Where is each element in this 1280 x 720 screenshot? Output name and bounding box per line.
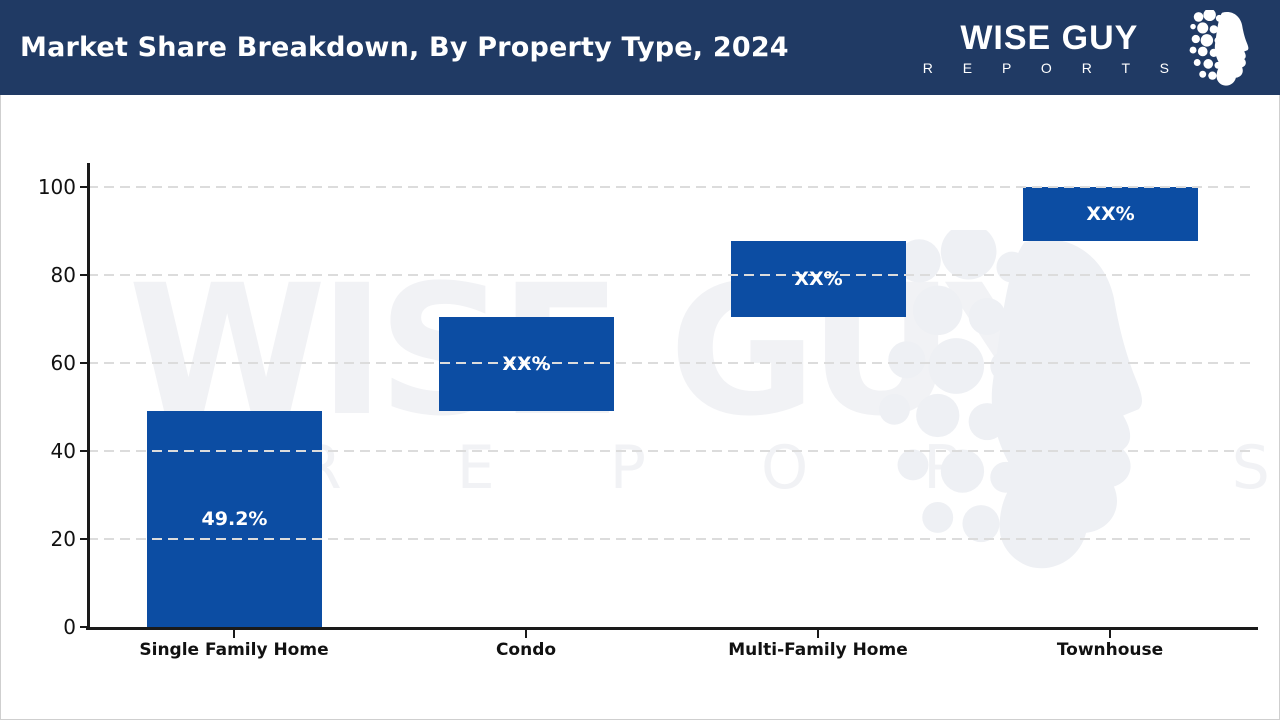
x-category-label: Condo — [495, 640, 557, 660]
gridline-60 — [88, 362, 1256, 364]
bar-value-label: XX% — [502, 353, 551, 375]
y-tick-40 — [80, 450, 88, 452]
y-tick-label: 40 — [50, 439, 76, 463]
y-tick-label: 60 — [50, 351, 76, 375]
logo-name: WISE GUY — [960, 18, 1139, 57]
gridline-20 — [88, 538, 1256, 540]
y-tick-label: 0 — [63, 615, 76, 639]
wiseguy-logo: WISE GUY R E P O R T S — [917, 9, 1252, 86]
bar-value-label: XX% — [794, 268, 843, 290]
y-tick-100 — [80, 186, 88, 188]
x-tick-3 — [1109, 630, 1111, 638]
bar-single-family-home — [147, 411, 322, 627]
x-category-label: Single Family Home — [139, 640, 329, 660]
x-category-label: Multi-Family Home — [728, 640, 908, 660]
x-tick-1 — [525, 630, 527, 638]
bar-townhouse — [1023, 187, 1198, 241]
dotted-head-profile-icon — [1189, 9, 1249, 86]
watermark-head-profile-icon — [879, 230, 1143, 569]
y-tick-0 — [80, 626, 88, 628]
x-axis — [86, 627, 1258, 630]
y-tick-60 — [80, 362, 88, 364]
logo-subname: R E P O R T S — [922, 59, 1182, 76]
y-tick-label: 80 — [50, 263, 76, 287]
y-tick-80 — [80, 274, 88, 276]
gridline-40 — [88, 450, 1256, 452]
bar-condo — [439, 317, 614, 411]
bar-value-label: XX% — [1086, 203, 1135, 225]
y-tick-label: 20 — [50, 527, 76, 551]
page-title: Market Share Breakdown, By Property Type… — [20, 32, 789, 63]
watermark-text-2: R E P O R T S — [300, 433, 1280, 503]
y-tick-label: 100 — [37, 175, 76, 199]
y-axis — [87, 163, 90, 629]
x-tick-0 — [233, 630, 235, 638]
bar-multi-family-home — [731, 241, 906, 317]
gridline-100 — [88, 186, 1256, 188]
gridline-80 — [88, 274, 1256, 276]
x-category-label: Townhouse — [1056, 640, 1164, 660]
y-tick-20 — [80, 538, 88, 540]
bar-value-label: 49.2% — [201, 508, 268, 530]
logo-text: WISE GUY R E P O R T S — [917, 21, 1182, 75]
x-tick-2 — [817, 630, 819, 638]
header: Market Share Breakdown, By Property Type… — [0, 0, 1280, 95]
watermark-text-1: WISE GUY — [128, 247, 1077, 456]
